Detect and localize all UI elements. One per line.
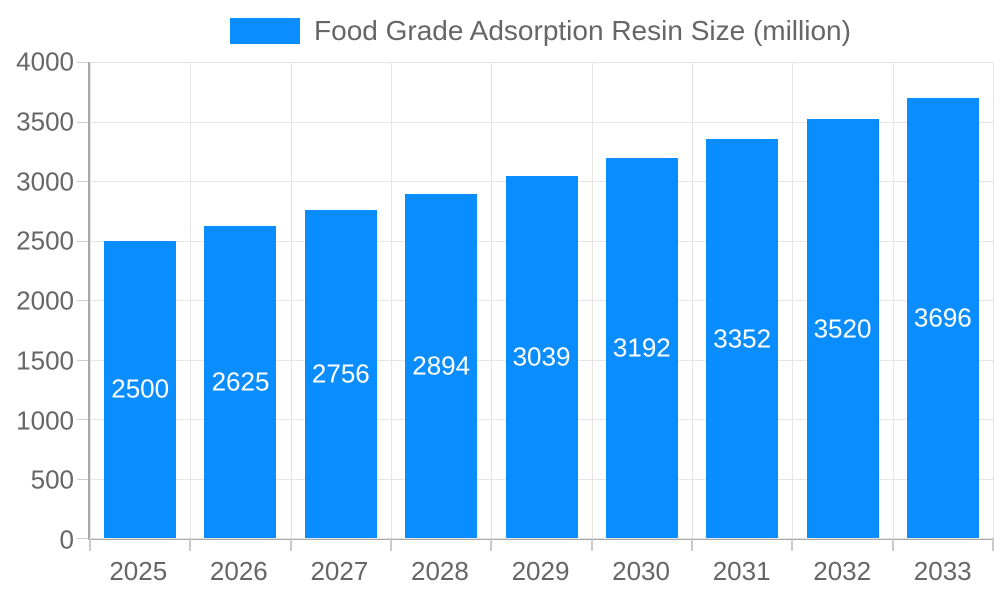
x-tick-mark bbox=[89, 538, 91, 551]
bar[interactable]: 3192 bbox=[605, 158, 678, 538]
v-gridline bbox=[792, 62, 794, 538]
legend-label: Food Grade Adsorption Resin Size (millio… bbox=[314, 15, 851, 46]
x-tick-label: 2030 bbox=[612, 556, 670, 586]
y-tick-mark bbox=[77, 359, 88, 361]
h-gridline bbox=[90, 62, 993, 63]
y-tick-mark bbox=[77, 300, 88, 301]
plot-area: 2500 2625 2756 2894 3039 3192 3352 3520 3696 bbox=[77, 62, 994, 551]
v-gridline bbox=[993, 62, 994, 538]
bar-value-label: 2625 bbox=[211, 366, 270, 397]
bar[interactable]: 2500 bbox=[104, 240, 177, 538]
x-tick-label: 2026 bbox=[209, 556, 268, 586]
bar[interactable]: 2625 bbox=[204, 225, 277, 538]
h-gridline bbox=[90, 538, 993, 539]
x-tick-label: 2032 bbox=[813, 556, 872, 586]
y-tick-mark bbox=[77, 478, 88, 480]
v-gridline bbox=[290, 62, 292, 538]
x-tick-label: 2033 bbox=[913, 556, 972, 586]
h-gridline bbox=[90, 121, 993, 123]
y-axis-tick-labels: 0 500 1000 1500 2000 2500 3000 3500 4000 bbox=[0, 47, 74, 555]
y-tick-mark bbox=[77, 181, 88, 182]
y-tick-label: 3500 bbox=[16, 106, 74, 137]
x-tick-mark bbox=[490, 538, 493, 551]
y-tick-label: 4000 bbox=[16, 46, 74, 77]
bar[interactable]: 2756 bbox=[304, 210, 377, 538]
y-tick-label: 2500 bbox=[16, 225, 74, 256]
x-axis-tick-labels: 2025 2026 2027 2028 2029 2030 2031 2032 2033 bbox=[88, 556, 993, 590]
bar-value-label: 2756 bbox=[311, 358, 370, 389]
bar-value-label: 2500 bbox=[111, 373, 170, 404]
x-tick-mark bbox=[289, 538, 292, 551]
y-tick-mark bbox=[77, 62, 88, 63]
bar-value-label: 2894 bbox=[412, 350, 471, 381]
y-tick-label: 3000 bbox=[16, 166, 74, 196]
x-tick-label: 2027 bbox=[310, 556, 369, 586]
bar-value-label: 3352 bbox=[713, 323, 772, 354]
bar[interactable]: 3352 bbox=[706, 139, 779, 538]
legend-swatch bbox=[230, 18, 301, 44]
y-tick-label: 1500 bbox=[16, 345, 74, 376]
bar-value-label: 3520 bbox=[813, 313, 872, 344]
y-tick-mark bbox=[77, 121, 88, 123]
v-gridline bbox=[892, 62, 894, 538]
x-tick-mark bbox=[389, 538, 392, 551]
x-tick-mark bbox=[791, 538, 794, 551]
x-tick-label: 2025 bbox=[109, 556, 168, 586]
bar-value-label: 3192 bbox=[612, 332, 671, 363]
bar-value-label: 3039 bbox=[512, 341, 571, 372]
y-tick-label: 500 bbox=[30, 464, 74, 495]
y-tick-label: 2000 bbox=[16, 285, 74, 316]
x-tick-label: 2028 bbox=[411, 556, 469, 586]
x-tick-mark bbox=[992, 538, 994, 551]
x-tick-mark bbox=[891, 538, 894, 551]
v-gridline bbox=[591, 62, 593, 538]
v-gridline bbox=[491, 62, 493, 538]
bar[interactable]: 3696 bbox=[906, 98, 979, 538]
v-gridline bbox=[90, 62, 91, 538]
y-tick-mark bbox=[77, 538, 88, 539]
x-tick-label: 2029 bbox=[511, 556, 570, 586]
y-tick-label: 0 bbox=[59, 524, 74, 555]
x-tick-mark bbox=[690, 538, 693, 551]
y-tick-mark bbox=[77, 240, 88, 242]
v-gridline bbox=[390, 62, 392, 538]
x-tick-mark bbox=[189, 538, 192, 551]
y-tick-mark bbox=[77, 419, 88, 420]
y-tick-label: 1000 bbox=[16, 405, 74, 435]
legend-item[interactable]: Food Grade Adsorption Resin Size (millio… bbox=[88, 13, 993, 49]
bar[interactable]: 3039 bbox=[505, 176, 578, 538]
bar[interactable]: 3520 bbox=[806, 119, 879, 538]
v-gridline bbox=[691, 62, 693, 538]
x-tick-label: 2031 bbox=[712, 556, 771, 586]
bar-value-label: 3696 bbox=[913, 302, 972, 333]
v-gridline bbox=[190, 62, 192, 538]
bar[interactable]: 2894 bbox=[405, 193, 478, 538]
x-tick-mark bbox=[590, 538, 593, 551]
